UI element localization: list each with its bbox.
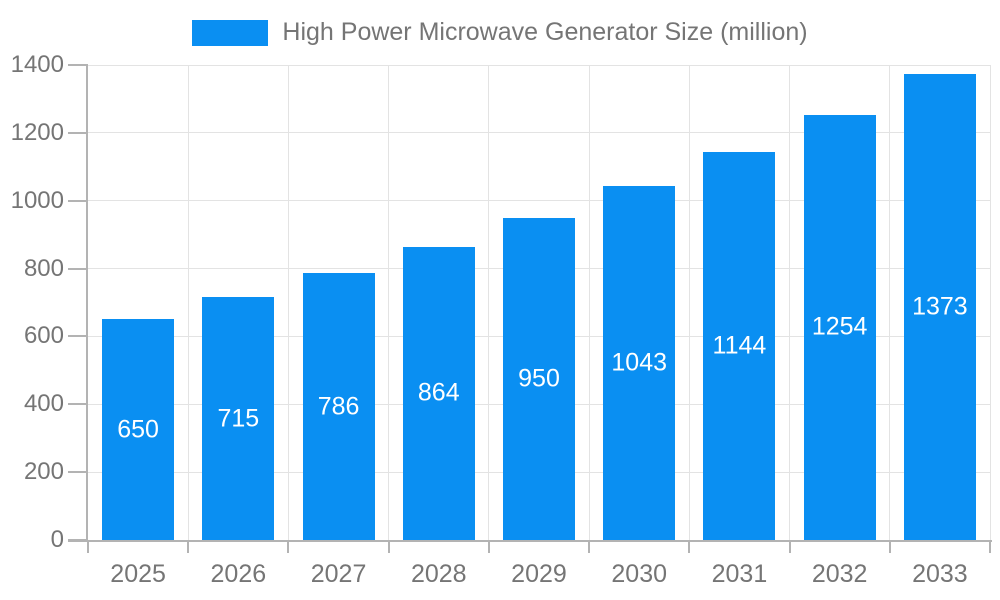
bar-value-label: 715	[217, 404, 260, 433]
gridline-vertical	[488, 65, 490, 540]
y-axis-tick	[68, 403, 88, 406]
y-axis-tick	[68, 335, 88, 338]
x-tick-label: 2032	[811, 560, 868, 588]
bar[interactable]: 1043	[603, 186, 676, 540]
x-axis-tick	[989, 540, 991, 553]
x-axis-tick	[287, 540, 290, 553]
gridline-vertical	[588, 65, 590, 540]
y-tick-label: 1000	[10, 186, 64, 214]
bar[interactable]: 950	[503, 217, 575, 540]
gridline-vertical	[688, 65, 690, 540]
y-axis-line	[86, 65, 88, 542]
x-tick-label: 2026	[210, 560, 267, 588]
x-axis-tick	[187, 540, 190, 553]
y-tick-label: 1200	[10, 118, 64, 146]
y-tick-label: 400	[23, 390, 64, 418]
legend[interactable]: High Power Microwave Generator Size (mil…	[0, 18, 1000, 47]
gridline-horizontal	[88, 132, 990, 134]
bar-value-label: 650	[117, 415, 159, 444]
legend-swatch	[192, 19, 269, 46]
bar[interactable]: 1373	[903, 74, 976, 540]
x-tick-label: 2025	[110, 560, 166, 588]
gridline-horizontal	[88, 64, 990, 66]
y-axis-tick	[68, 199, 88, 202]
x-axis-tick	[87, 540, 89, 553]
y-tick-label: 800	[23, 254, 64, 282]
gridline-vertical	[789, 65, 791, 540]
x-axis-tick	[788, 540, 791, 553]
y-axis-tick	[68, 267, 88, 270]
x-axis-tick	[487, 540, 490, 553]
y-tick-label: 600	[23, 322, 64, 350]
y-tick-label: 1400	[10, 51, 64, 78]
y-axis-tick	[68, 64, 88, 66]
gridline-vertical	[187, 65, 189, 540]
x-axis-tick	[387, 540, 390, 553]
bar-value-label: 950	[518, 364, 560, 393]
y-tick-label: 200	[23, 458, 64, 486]
x-tick-label: 2031	[711, 560, 768, 588]
y-tick-label: 0	[50, 526, 64, 553]
y-axis-tick	[68, 471, 88, 474]
x-tick-label: 2030	[611, 560, 668, 588]
y-axis-tick	[68, 131, 88, 134]
x-tick-label: 2029	[511, 560, 567, 588]
bar[interactable]: 1254	[803, 114, 876, 540]
bar-value-label: 1254	[811, 312, 868, 341]
bar-value-label: 1373	[912, 292, 968, 321]
x-tick-label: 2027	[310, 560, 367, 588]
bar[interactable]: 650	[102, 319, 175, 540]
bar-value-label: 786	[317, 392, 360, 421]
x-tick-label: 2033	[912, 560, 968, 588]
bar[interactable]: 1144	[703, 151, 776, 540]
gridline-vertical	[287, 65, 289, 540]
gridline-horizontal	[88, 200, 990, 202]
x-axis-tick	[688, 540, 691, 553]
bar[interactable]: 715	[202, 297, 275, 540]
x-axis-tick	[588, 540, 591, 553]
gridline-vertical	[388, 65, 390, 540]
bar[interactable]: 786	[302, 273, 375, 540]
x-axis-tick	[888, 540, 891, 553]
bar-value-label: 864	[417, 378, 460, 407]
gridline-vertical	[989, 65, 991, 540]
bar-value-label: 1043	[611, 348, 668, 377]
legend-label: High Power Microwave Generator Size (mil…	[282, 18, 808, 46]
bar-value-label: 1144	[712, 331, 767, 360]
bar[interactable]: 864	[402, 246, 475, 540]
x-axis-line	[68, 540, 992, 542]
x-tick-label: 2028	[410, 560, 467, 588]
gridline-vertical	[889, 65, 891, 540]
